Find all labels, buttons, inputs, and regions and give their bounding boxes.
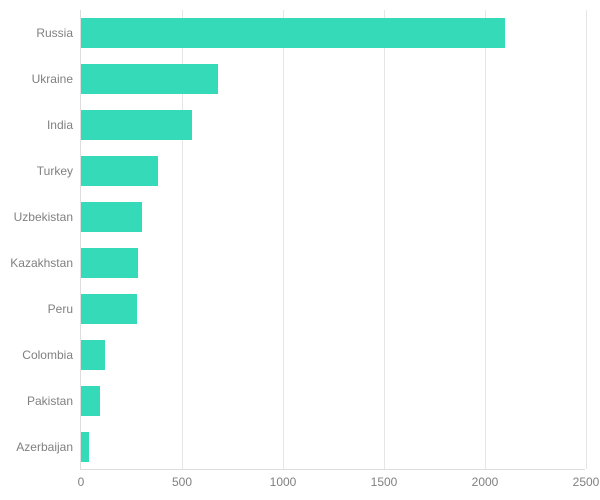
y-tick-label: Russia <box>36 26 81 40</box>
bar <box>81 248 138 278</box>
x-tick-label: 2000 <box>472 469 499 489</box>
plot-area: 05001000150020002500RussiaUkraineIndiaTu… <box>80 10 585 470</box>
bar <box>81 156 158 186</box>
bar-chart: 0 500 1000 1500 2000 2500 Russia Ukraine India Tu… <box>0 0 600 500</box>
y-tick-label: Colombia <box>22 348 81 362</box>
x-tick-label: 500 <box>172 469 192 489</box>
bar <box>81 432 89 462</box>
y-tick-label: Ukraine <box>32 72 81 86</box>
y-tick-label: Peru <box>48 302 81 316</box>
bar <box>81 294 137 324</box>
bar <box>81 18 505 48</box>
bar <box>81 202 142 232</box>
y-tick-label: India <box>47 118 81 132</box>
gridline <box>283 10 284 469</box>
bar <box>81 386 100 416</box>
gridline <box>384 10 385 469</box>
x-tick-label: 1500 <box>371 469 398 489</box>
gridline <box>485 10 486 469</box>
y-tick-label: Azerbaijan <box>16 440 81 454</box>
y-tick-label: Turkey <box>37 164 81 178</box>
x-tick-label: 1000 <box>270 469 297 489</box>
bar <box>81 340 105 370</box>
y-tick-label: Pakistan <box>27 394 81 408</box>
y-tick-label: Kazakhstan <box>10 256 81 270</box>
x-tick-label: 0 <box>78 469 85 489</box>
bar <box>81 110 192 140</box>
bar <box>81 64 218 94</box>
x-tick-label: 2500 <box>573 469 600 489</box>
y-tick-label: Uzbekistan <box>14 210 81 224</box>
gridline <box>586 10 587 469</box>
